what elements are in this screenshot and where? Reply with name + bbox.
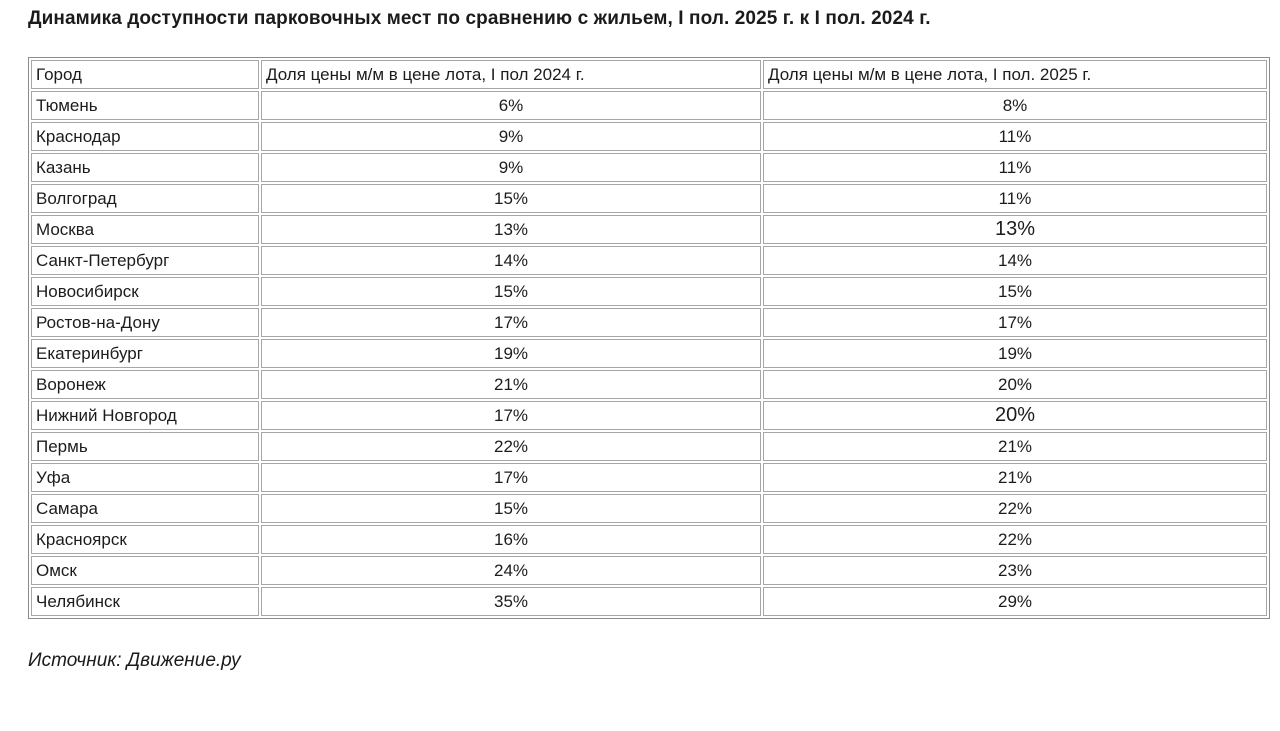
value-2025-cell: 21% [763, 463, 1267, 492]
availability-table: Город Доля цены м/м в цене лота, I пол 2… [28, 57, 1270, 619]
table-row: Волгоград 15% 11% [31, 184, 1267, 213]
value-2025-cell: 19% [763, 339, 1267, 368]
table-row: Новосибирск 15% 15% [31, 277, 1267, 306]
table-header-row: Город Доля цены м/м в цене лота, I пол 2… [31, 60, 1267, 89]
table-row: Санкт-Петербург 14% 14% [31, 246, 1267, 275]
table-row: Казань 9% 11% [31, 153, 1267, 182]
city-cell: Челябинск [31, 587, 259, 616]
table-row: Челябинск 35% 29% [31, 587, 1267, 616]
value-2024-cell: 9% [261, 153, 761, 182]
table-row: Краснодар 9% 11% [31, 122, 1267, 151]
value-2025-cell: 23% [763, 556, 1267, 585]
value-2024-cell: 22% [261, 432, 761, 461]
column-header-share-2024: Доля цены м/м в цене лота, I пол 2024 г. [261, 60, 761, 89]
city-cell: Самара [31, 494, 259, 523]
city-cell: Нижний Новгород [31, 401, 259, 430]
city-cell: Ростов-на-Дону [31, 308, 259, 337]
value-2025-cell: 11% [763, 153, 1267, 182]
table-row: Воронеж 21% 20% [31, 370, 1267, 399]
table-body: Тюмень 6% 8% Краснодар 9% 11% Казань 9% 11% Волго… [31, 91, 1267, 616]
table-row: Ростов-на-Дону 17% 17% [31, 308, 1267, 337]
value-2025-cell: 11% [763, 184, 1267, 213]
source-note: Источник: Движение.ру [28, 650, 241, 671]
table-row: Пермь 22% 21% [31, 432, 1267, 461]
table-row: Уфа 17% 21% [31, 463, 1267, 492]
value-2025-cell: 13% [763, 215, 1267, 244]
city-cell: Тюмень [31, 91, 259, 120]
value-2024-cell: 14% [261, 246, 761, 275]
table-row: Красноярск 16% 22% [31, 525, 1267, 554]
value-2024-cell: 17% [261, 463, 761, 492]
value-2024-cell: 24% [261, 556, 761, 585]
city-cell: Омск [31, 556, 259, 585]
city-cell: Пермь [31, 432, 259, 461]
value-2024-cell: 19% [261, 339, 761, 368]
page-title: Динамика доступности парковочных мест по… [28, 8, 931, 29]
table-row: Тюмень 6% 8% [31, 91, 1267, 120]
column-header-city: Город [31, 60, 259, 89]
table-row: Москва 13% 13% [31, 215, 1267, 244]
value-2024-cell: 21% [261, 370, 761, 399]
city-cell: Волгоград [31, 184, 259, 213]
value-2024-cell: 16% [261, 525, 761, 554]
value-2025-cell: 21% [763, 432, 1267, 461]
value-2025-cell: 8% [763, 91, 1267, 120]
city-cell: Воронеж [31, 370, 259, 399]
value-2024-cell: 9% [261, 122, 761, 151]
table-row: Самара 15% 22% [31, 494, 1267, 523]
column-header-share-2025: Доля цены м/м в цене лота, I пол. 2025 г… [763, 60, 1267, 89]
value-2024-cell: 6% [261, 91, 761, 120]
city-cell: Уфа [31, 463, 259, 492]
value-2024-cell: 35% [261, 587, 761, 616]
value-2024-cell: 17% [261, 308, 761, 337]
value-2025-cell: 14% [763, 246, 1267, 275]
value-2025-cell: 20% [763, 370, 1267, 399]
city-cell: Екатеринбург [31, 339, 259, 368]
city-cell: Москва [31, 215, 259, 244]
city-cell: Казань [31, 153, 259, 182]
city-cell: Краснодар [31, 122, 259, 151]
value-2025-cell: 20% [763, 401, 1267, 430]
value-2025-cell: 29% [763, 587, 1267, 616]
table-row: Екатеринбург 19% 19% [31, 339, 1267, 368]
city-cell: Санкт-Петербург [31, 246, 259, 275]
city-cell: Красноярск [31, 525, 259, 554]
table-row: Нижний Новгород 17% 20% [31, 401, 1267, 430]
value-2025-cell: 22% [763, 525, 1267, 554]
value-2024-cell: 17% [261, 401, 761, 430]
value-2024-cell: 15% [261, 184, 761, 213]
value-2025-cell: 15% [763, 277, 1267, 306]
value-2024-cell: 15% [261, 277, 761, 306]
city-cell: Новосибирск [31, 277, 259, 306]
value-2024-cell: 15% [261, 494, 761, 523]
value-2024-cell: 13% [261, 215, 761, 244]
value-2025-cell: 17% [763, 308, 1267, 337]
value-2025-cell: 22% [763, 494, 1267, 523]
table-row: Омск 24% 23% [31, 556, 1267, 585]
value-2025-cell: 11% [763, 122, 1267, 151]
